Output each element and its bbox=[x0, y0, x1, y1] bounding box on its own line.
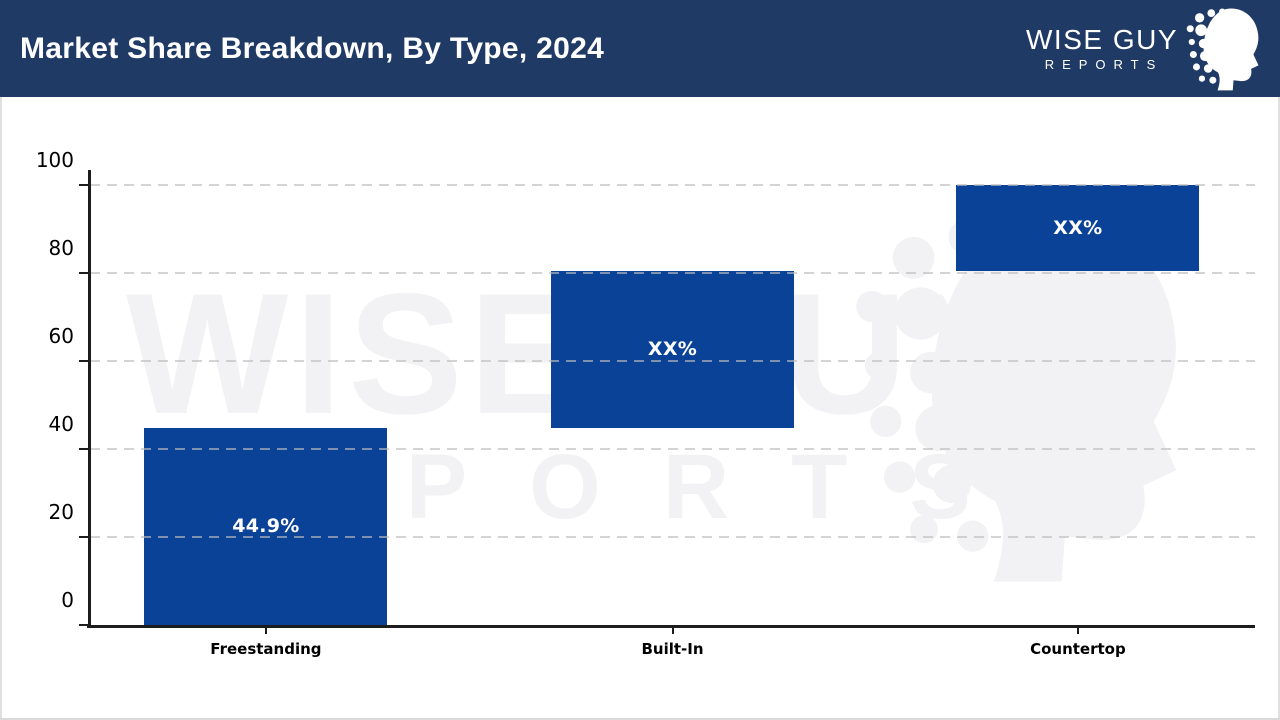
bar-freestanding: 44.9% bbox=[144, 427, 388, 625]
y-axis-line bbox=[88, 170, 91, 628]
gridline-80 bbox=[90, 272, 1255, 275]
x-category-label: Freestanding bbox=[210, 640, 322, 658]
y-tick-mark bbox=[79, 624, 88, 626]
y-tick-label: 100 bbox=[35, 148, 74, 173]
y-tick-mark bbox=[79, 448, 88, 451]
gridline-100 bbox=[90, 184, 1255, 187]
gridline-60 bbox=[90, 360, 1255, 363]
gridline-40 bbox=[90, 448, 1255, 451]
x-tick-mark bbox=[264, 627, 267, 634]
y-tick-mark bbox=[79, 360, 88, 363]
logo-text: WISE GUY REPORTS bbox=[1025, 24, 1178, 72]
x-tick-mark bbox=[1076, 627, 1079, 634]
plot-area: 0 20 40 60 80 100 44.9% Freestanding XX% Built-In… bbox=[36, 148, 1255, 658]
x-axis-line bbox=[87, 625, 1255, 628]
logo-wordmark: WISE GUY bbox=[1025, 24, 1178, 55]
y-tick-mark bbox=[79, 184, 88, 187]
bar-value-label: XX% bbox=[1053, 217, 1103, 240]
y-tick-label: 40 bbox=[48, 412, 74, 437]
chart-title: Market Share Breakdown, By Type, 2024 bbox=[20, 31, 605, 65]
bar-value-label: XX% bbox=[647, 338, 698, 361]
logo-subtitle: REPORTS bbox=[1044, 57, 1164, 72]
bar-value-label: 44.9% bbox=[232, 515, 300, 538]
wise-guy-reports-logo: WISE GUY REPORTS bbox=[1026, 6, 1262, 92]
dotted-head-icon bbox=[1184, 6, 1262, 92]
y-tick-label: 20 bbox=[48, 500, 74, 525]
x-category-label: Built-In bbox=[641, 640, 704, 658]
y-tick-mark bbox=[79, 536, 88, 539]
gridline-20 bbox=[90, 536, 1255, 539]
x-tick-mark bbox=[671, 627, 674, 634]
header-bar: Market Share Breakdown, By Type, 2024 WI… bbox=[0, 0, 1280, 97]
chart-body: WISE GUY REPORTS 0 20 40 60 80 100 44.9% Freest… bbox=[0, 97, 1280, 718]
bar-built-in: XX% bbox=[551, 270, 794, 428]
y-tick-mark bbox=[79, 272, 88, 275]
x-category-label: Countertop bbox=[1030, 640, 1126, 658]
y-tick-label: 60 bbox=[48, 324, 74, 349]
bar-countertop: XX% bbox=[956, 185, 1200, 271]
y-tick-label: 80 bbox=[48, 236, 74, 261]
y-tick-label: 0 bbox=[61, 588, 74, 612]
